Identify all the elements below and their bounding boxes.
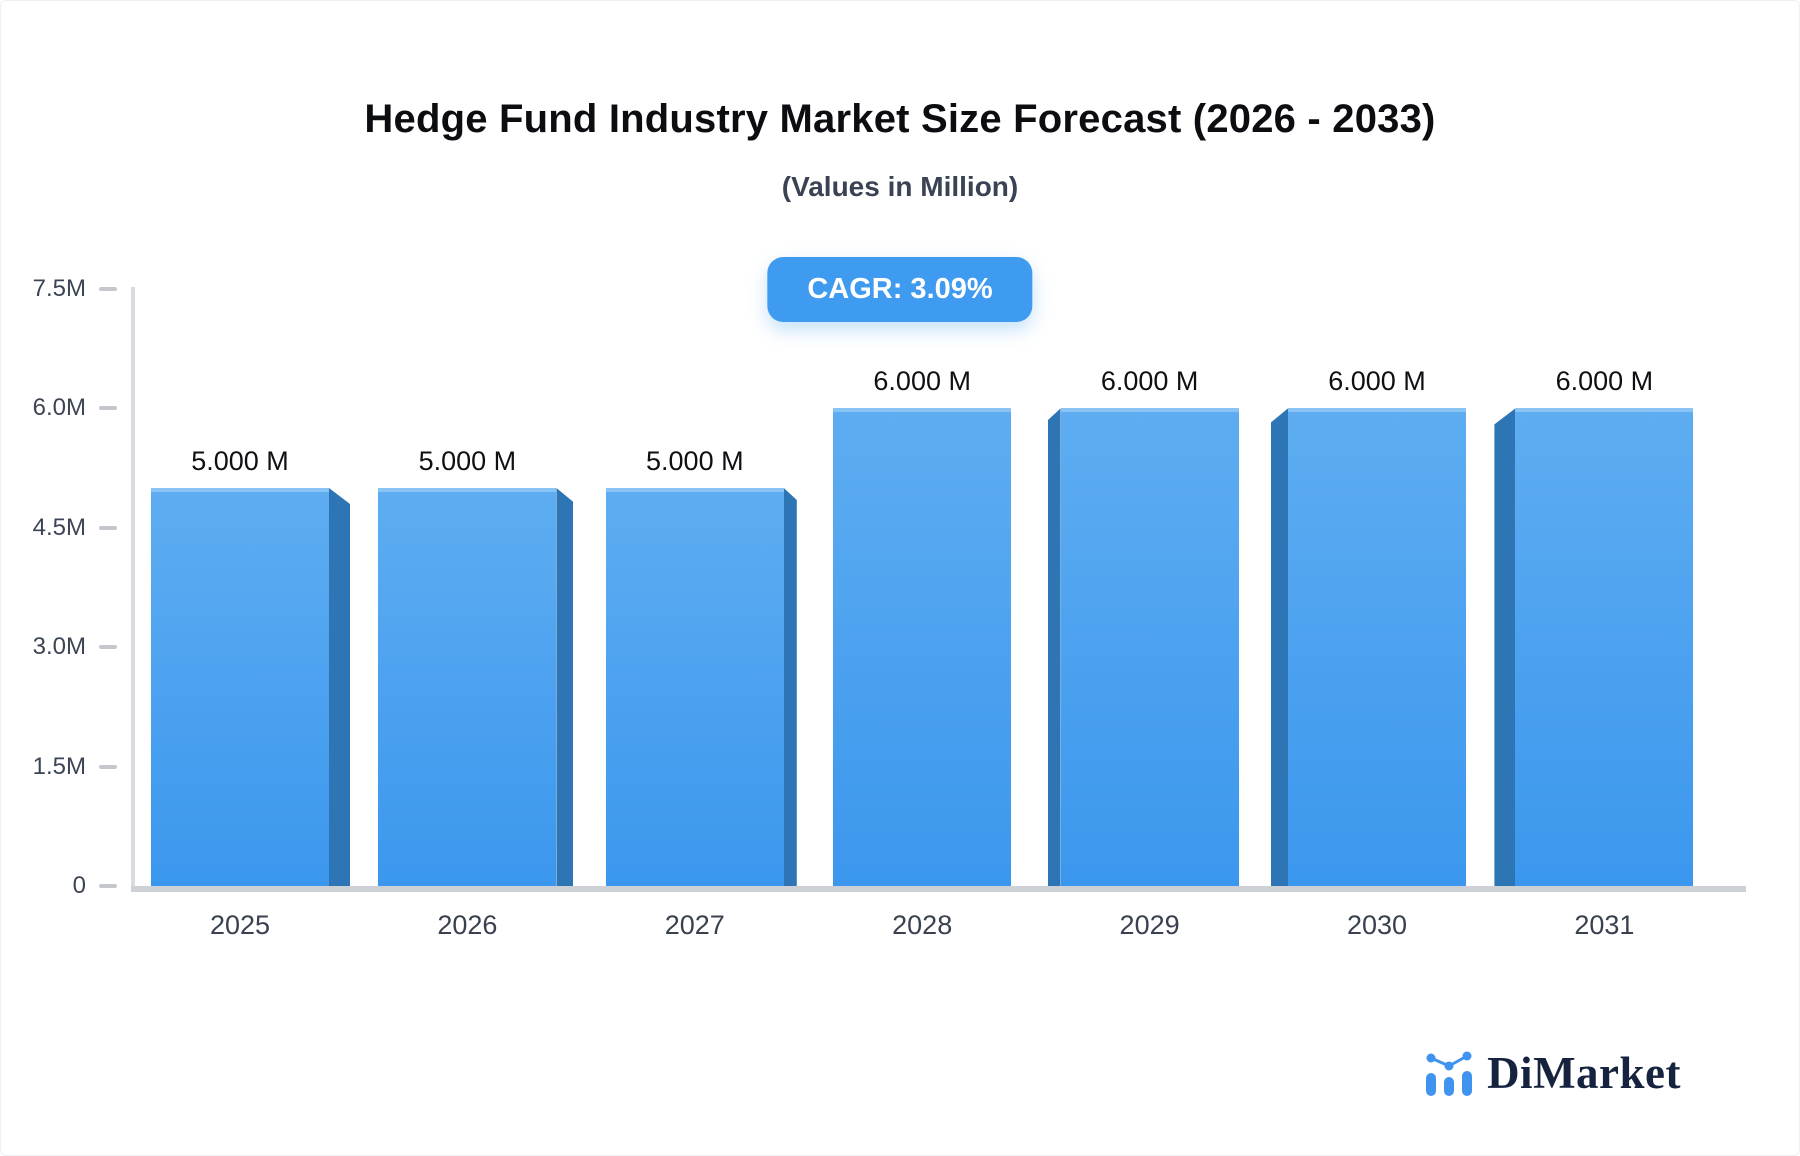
bar-value-label: 5.000 M bbox=[418, 446, 517, 476]
bar-group: 6.000 M 2028 bbox=[833, 366, 1012, 940]
x-axis-label: 2026 bbox=[437, 910, 498, 940]
bar-value-label: 5.000 M bbox=[646, 446, 744, 476]
bar-line-chart-icon bbox=[1426, 1051, 1473, 1096]
y-tick-mark bbox=[99, 406, 117, 411]
y-tick-mark bbox=[99, 525, 117, 530]
bar bbox=[1288, 408, 1466, 886]
y-tick-label: 6.0M bbox=[32, 394, 86, 422]
bar-value-label: 6.000 M bbox=[873, 366, 971, 397]
y-tick-label: 4.5M bbox=[32, 513, 86, 541]
y-tick-mark bbox=[99, 764, 117, 769]
bar bbox=[151, 488, 329, 886]
chart-subtitle: (Values in Million) bbox=[781, 171, 1019, 202]
bar bbox=[378, 488, 557, 886]
cagr-badge: CAGR: 3.09% bbox=[767, 257, 1033, 322]
chart-title: Hedge Fund Industry Market Size Forecast… bbox=[364, 97, 1436, 141]
bar-side-face bbox=[1494, 408, 1516, 886]
y-tick-label: 3.0M bbox=[32, 633, 86, 661]
y-tick-label: 0 bbox=[72, 872, 86, 899]
bar-value-label: 6.000 M bbox=[1328, 366, 1426, 397]
bar-value-label: 5.000 M bbox=[191, 446, 289, 476]
bar-group: 6.000 M 2031 bbox=[1494, 366, 1694, 940]
cagr-badge-label: CAGR: 3.09% bbox=[807, 273, 993, 305]
x-axis-label: 2028 bbox=[892, 910, 953, 940]
x-axis-label: 2029 bbox=[1119, 910, 1180, 940]
bar-side-face bbox=[329, 488, 350, 886]
x-axis-label: 2031 bbox=[1574, 910, 1635, 940]
bar-group: 6.000 M 2030 bbox=[1271, 366, 1466, 940]
bar bbox=[1060, 408, 1239, 886]
bar-group: 5.000 M 2026 bbox=[378, 446, 574, 940]
bar-group: 6.000 M 2029 bbox=[1047, 366, 1239, 940]
y-axis-line bbox=[131, 287, 135, 886]
y-tick-label: 1.5M bbox=[32, 752, 86, 780]
bar-side-face bbox=[1271, 408, 1288, 886]
x-axis-label: 2027 bbox=[664, 910, 725, 940]
x-axis-line bbox=[131, 886, 1746, 892]
brand-name: DiMarket bbox=[1487, 1048, 1681, 1098]
bar-group: 5.000 M 2027 bbox=[605, 446, 797, 940]
bar-value-label: 6.000 M bbox=[1555, 366, 1654, 397]
y-tick-mark bbox=[99, 884, 117, 888]
plot-area: 7.5M 6.0M 4.5M 3.0M 1.5M 0 5.000 M 2025 5.000 M… bbox=[33, 275, 1746, 940]
bar bbox=[1515, 408, 1694, 886]
y-tick-mark bbox=[99, 645, 117, 650]
bar-side-face bbox=[783, 488, 797, 886]
bar-side-face bbox=[556, 488, 574, 886]
bar-group: 5.000 M 2025 bbox=[151, 446, 350, 940]
y-tick-mark bbox=[99, 287, 117, 291]
bar bbox=[833, 408, 1012, 886]
bar-value-label: 6.000 M bbox=[1100, 366, 1199, 397]
x-axis-label: 2030 bbox=[1346, 910, 1408, 940]
bar bbox=[605, 488, 784, 886]
brand-logo: DiMarket bbox=[1424, 1047, 1681, 1099]
y-tick-label: 7.5M bbox=[32, 275, 86, 302]
bar-side-face bbox=[1047, 408, 1061, 886]
x-axis-label: 2025 bbox=[209, 910, 271, 940]
